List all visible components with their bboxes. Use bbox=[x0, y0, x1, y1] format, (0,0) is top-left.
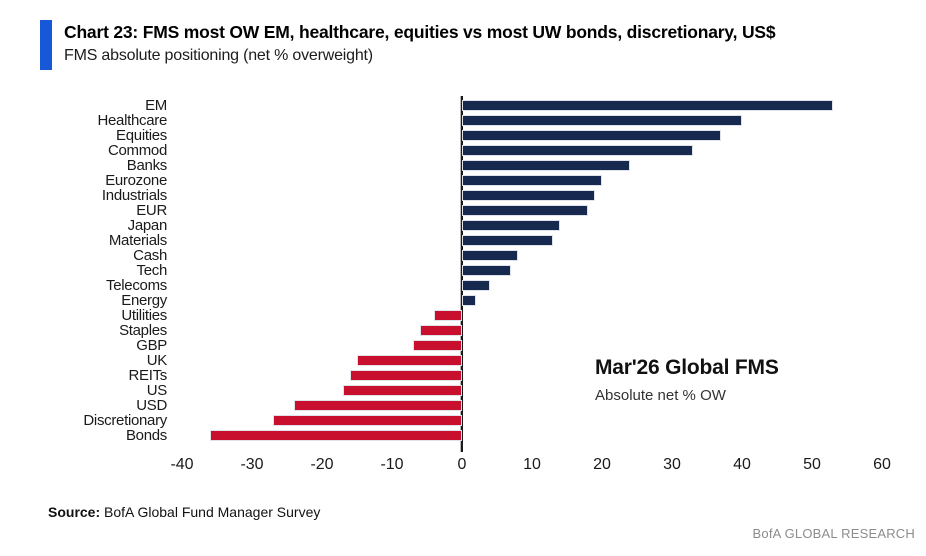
bar-usd bbox=[294, 399, 462, 411]
bar-tech bbox=[462, 264, 511, 276]
category-label-industrials: Industrials bbox=[101, 186, 167, 204]
category-label-telecoms: Telecoms bbox=[106, 276, 167, 294]
bar-uk bbox=[357, 354, 462, 366]
x-axis-tick-60: 60 bbox=[873, 456, 891, 473]
annotation-title: Mar'26 Global FMS bbox=[595, 356, 779, 379]
bar-eurozone bbox=[462, 174, 602, 186]
brand-bofa-global-research: BofA GLOBAL RESEARCH bbox=[752, 526, 915, 541]
bar-eur bbox=[462, 204, 588, 216]
category-label-energy: Energy bbox=[121, 291, 167, 309]
bar-banks bbox=[462, 159, 630, 171]
category-label-gbp: GBP bbox=[136, 336, 167, 354]
category-label-discretionary: Discretionary bbox=[83, 411, 167, 429]
category-label-commod: Commod bbox=[107, 141, 167, 159]
bar-equities bbox=[462, 129, 721, 141]
chart-title: Chart 23: FMS most OW EM, healthcare, eq… bbox=[64, 22, 776, 42]
bar-bonds bbox=[210, 429, 462, 441]
category-label-reits: REITs bbox=[128, 366, 167, 384]
category-label-usd: USD bbox=[136, 396, 167, 414]
category-label-utilities: Utilities bbox=[121, 306, 167, 324]
category-label-em: EM bbox=[145, 96, 167, 114]
chart-annotation: Mar'26 Global FMS Absolute net % OW bbox=[595, 356, 779, 404]
category-label-us: US bbox=[146, 381, 168, 399]
bar-cash bbox=[462, 249, 518, 261]
x-axis-tick--30: -30 bbox=[240, 456, 264, 473]
category-label-japan: Japan bbox=[127, 216, 168, 234]
bar-materials bbox=[462, 234, 553, 246]
category-label-banks: Banks bbox=[126, 156, 168, 174]
x-axis-tick-10: 10 bbox=[523, 456, 541, 473]
bar-reits bbox=[350, 369, 462, 381]
category-label-staples: Staples bbox=[119, 321, 167, 339]
category-label-uk: UK bbox=[146, 351, 168, 369]
bar-discretionary bbox=[273, 414, 462, 426]
category-label-materials: Materials bbox=[108, 231, 167, 249]
title-accent-bar bbox=[40, 20, 52, 70]
chart-subtitle: FMS absolute positioning (net % overweig… bbox=[64, 47, 373, 64]
x-axis-tick-50: 50 bbox=[803, 456, 821, 473]
category-label-eurozone: Eurozone bbox=[105, 171, 167, 189]
x-axis-tick-20: 20 bbox=[593, 456, 611, 473]
bar-utilities bbox=[434, 309, 462, 321]
x-axis-tick--20: -20 bbox=[310, 456, 334, 473]
bar-healthcare bbox=[462, 114, 742, 126]
category-label-bonds: Bonds bbox=[125, 426, 167, 444]
x-axis-tick--10: -10 bbox=[380, 456, 404, 473]
bar-gbp bbox=[413, 339, 462, 351]
source-label: Source: bbox=[48, 504, 101, 520]
bar-staples bbox=[420, 324, 462, 336]
bar-em bbox=[462, 99, 833, 111]
category-label-tech: Tech bbox=[136, 261, 168, 279]
bar-industrials bbox=[462, 189, 595, 201]
source-line: Source: BofA Global Fund Manager Survey bbox=[48, 504, 320, 520]
x-axis-tick--40: -40 bbox=[170, 456, 194, 473]
x-axis-tick-40: 40 bbox=[733, 456, 751, 473]
bar-telecoms bbox=[462, 279, 490, 291]
bar-energy bbox=[462, 294, 476, 306]
source-text: BofA Global Fund Manager Survey bbox=[100, 504, 321, 520]
x-axis-tick-30: 30 bbox=[663, 456, 681, 473]
annotation-subtitle: Absolute net % OW bbox=[595, 387, 726, 404]
category-label-eur: EUR bbox=[136, 201, 167, 219]
bar-japan bbox=[462, 219, 560, 231]
x-axis-tick-0: 0 bbox=[457, 456, 467, 473]
bar-commod bbox=[462, 144, 693, 156]
category-label-cash: Cash bbox=[133, 246, 167, 264]
category-label-healthcare: Healthcare bbox=[97, 111, 167, 129]
category-label-equities: Equities bbox=[116, 126, 167, 144]
bar-us bbox=[343, 384, 462, 396]
